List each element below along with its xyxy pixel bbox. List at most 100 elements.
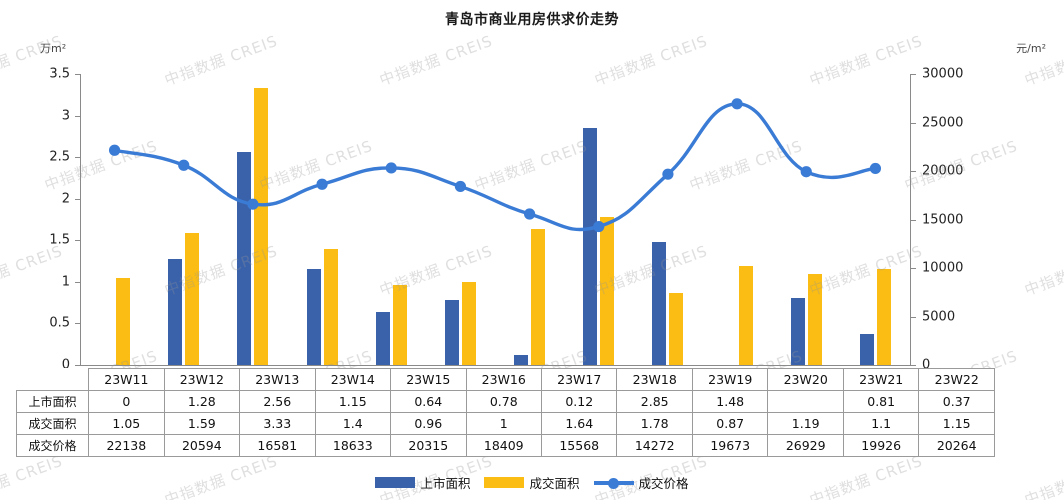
bar-deal-area <box>531 228 546 365</box>
price-line-marker <box>523 208 536 220</box>
table-cell: 20264 <box>918 434 995 457</box>
table-cell: 20315 <box>390 434 467 457</box>
data-table: 23W11 23W12 23W13 23W14 23W15 23W16 23W17 23W18… <box>15 368 995 457</box>
table-column-header: 23W21 <box>842 368 920 391</box>
left-axis-tick-label: 0 <box>61 357 70 373</box>
left-axis-tick <box>75 323 80 325</box>
legend-label: 成交面积 <box>529 476 580 491</box>
bar-supply-area <box>583 128 598 365</box>
left-axis-tick-label: 3.5 <box>49 66 70 82</box>
table-column-header: 23W20 <box>767 368 844 391</box>
bar-deal-area <box>392 285 407 365</box>
table-cell: 22138 <box>88 434 165 457</box>
legend-label: 上市面积 <box>420 476 471 491</box>
table-header-row: 23W11 23W12 23W13 23W14 23W15 23W16 23W17 23W18… <box>17 368 995 391</box>
table-cell: 1.64 <box>540 412 618 435</box>
left-axis-tick <box>75 240 80 242</box>
table-cell: 26929 <box>767 434 844 457</box>
bar-supply-area <box>375 311 390 365</box>
table-cell: 3.33 <box>239 412 316 435</box>
table-cell: 0.37 <box>918 390 995 413</box>
left-axis-tick <box>75 365 80 366</box>
price-line-marker <box>454 180 467 193</box>
bar-deal-area <box>876 269 891 365</box>
left-axis-tick <box>75 281 80 283</box>
table-cell: 18633 <box>314 434 392 457</box>
price-line-marker <box>800 166 812 178</box>
chart-title: 青岛市商业用房供求价走势 <box>445 12 619 28</box>
price-line-marker <box>385 162 397 174</box>
table-cell: 2.56 <box>239 390 316 413</box>
left-axis-tick-label: 2 <box>61 191 70 207</box>
right-axis-tick-label: 5000 <box>922 309 956 324</box>
table-cell: 14272 <box>616 434 693 457</box>
table-cell: 19673 <box>691 434 769 457</box>
chart-legend: 上市面积 成交面积 成交价格 <box>0 473 1064 492</box>
right-axis-unit-label: 元/m² <box>1016 42 1046 55</box>
table-row-label: 上市面积 <box>15 390 90 413</box>
bar-supply-area <box>514 355 529 365</box>
table-cell: 1.28 <box>163 390 241 413</box>
price-line-marker <box>731 98 743 110</box>
price-line-marker <box>869 162 882 175</box>
left-axis-line <box>80 74 81 365</box>
table-cell: 1 <box>465 412 543 435</box>
right-axis-tick <box>911 171 916 172</box>
table-cell <box>767 390 844 413</box>
legend-swatch-icon <box>375 477 416 488</box>
bar-deal-area <box>738 266 753 365</box>
left-axis-tick-label: 1.5 <box>49 232 70 248</box>
price-line-marker <box>247 198 259 210</box>
table-cell: 0 <box>88 390 165 413</box>
right-axis-tick-label: 0 <box>922 357 931 373</box>
bar-deal-area <box>185 232 200 365</box>
table-cell: 1.05 <box>88 412 165 435</box>
table-row: 成交面积 1.05 1.59 3.33 1.4 0.96 1 1.64 1.78 0.87 1.19… <box>15 412 995 435</box>
table-cell: 1.48 <box>691 390 769 413</box>
right-axis-tick <box>911 268 916 269</box>
right-axis-tick-label: 20000 <box>922 163 964 179</box>
right-axis-line <box>910 74 911 365</box>
table-column-header: 23W11 <box>88 368 165 391</box>
table-row-label: 成交面积 <box>15 412 90 435</box>
legend-line-marker-icon <box>593 477 634 489</box>
price-line-marker <box>316 178 328 190</box>
table-cell: 0.12 <box>540 390 618 413</box>
bar-deal-area <box>461 281 476 365</box>
table-column-header: 23W19 <box>691 368 769 391</box>
table-column-header: 23W18 <box>616 368 693 391</box>
right-axis-tick <box>911 122 916 124</box>
legend-item[interactable]: 成交价格 <box>593 473 689 492</box>
right-axis-tick <box>911 316 916 318</box>
table-column-header: 23W14 <box>314 368 392 391</box>
bar-supply-area <box>790 297 805 365</box>
bar-deal-area <box>600 217 615 365</box>
bar-deal-area <box>807 273 822 365</box>
right-axis-tick-label: 15000 <box>922 212 964 227</box>
right-axis-tick-label: 30000 <box>922 66 964 82</box>
watermark-text: 中指数据 CREIS <box>1022 242 1064 300</box>
table-cell: 0.78 <box>465 390 543 413</box>
table-cell: 1.15 <box>314 390 392 413</box>
bar-deal-area <box>254 88 269 365</box>
table-cell: 0.96 <box>390 412 467 435</box>
table-cell: 2.85 <box>616 390 693 413</box>
legend-item[interactable]: 上市面积 <box>375 473 470 492</box>
bar-supply-area <box>859 334 874 365</box>
left-axis-tick-label: 1 <box>61 274 70 290</box>
watermark-text: 中指数据 CREIS <box>0 241 66 300</box>
legend-item[interactable]: 成交面积 <box>484 473 580 492</box>
legend-label: 成交价格 <box>638 476 689 491</box>
table-cell: 0.87 <box>691 412 769 435</box>
table-column-header: 23W17 <box>540 368 618 391</box>
price-line-series <box>108 98 882 233</box>
table-cell: 0.64 <box>390 390 467 413</box>
table-cell: 1.78 <box>616 412 693 435</box>
left-axis-tick-label: 2.5 <box>49 149 70 165</box>
table-cell: 1.59 <box>163 412 241 435</box>
table-cell: 0.81 <box>842 390 920 413</box>
table-row-label: 成交价格 <box>15 434 90 457</box>
left-axis-tick-label: 0.5 <box>49 315 70 331</box>
left-axis-unit-label: 万m² <box>40 42 67 55</box>
